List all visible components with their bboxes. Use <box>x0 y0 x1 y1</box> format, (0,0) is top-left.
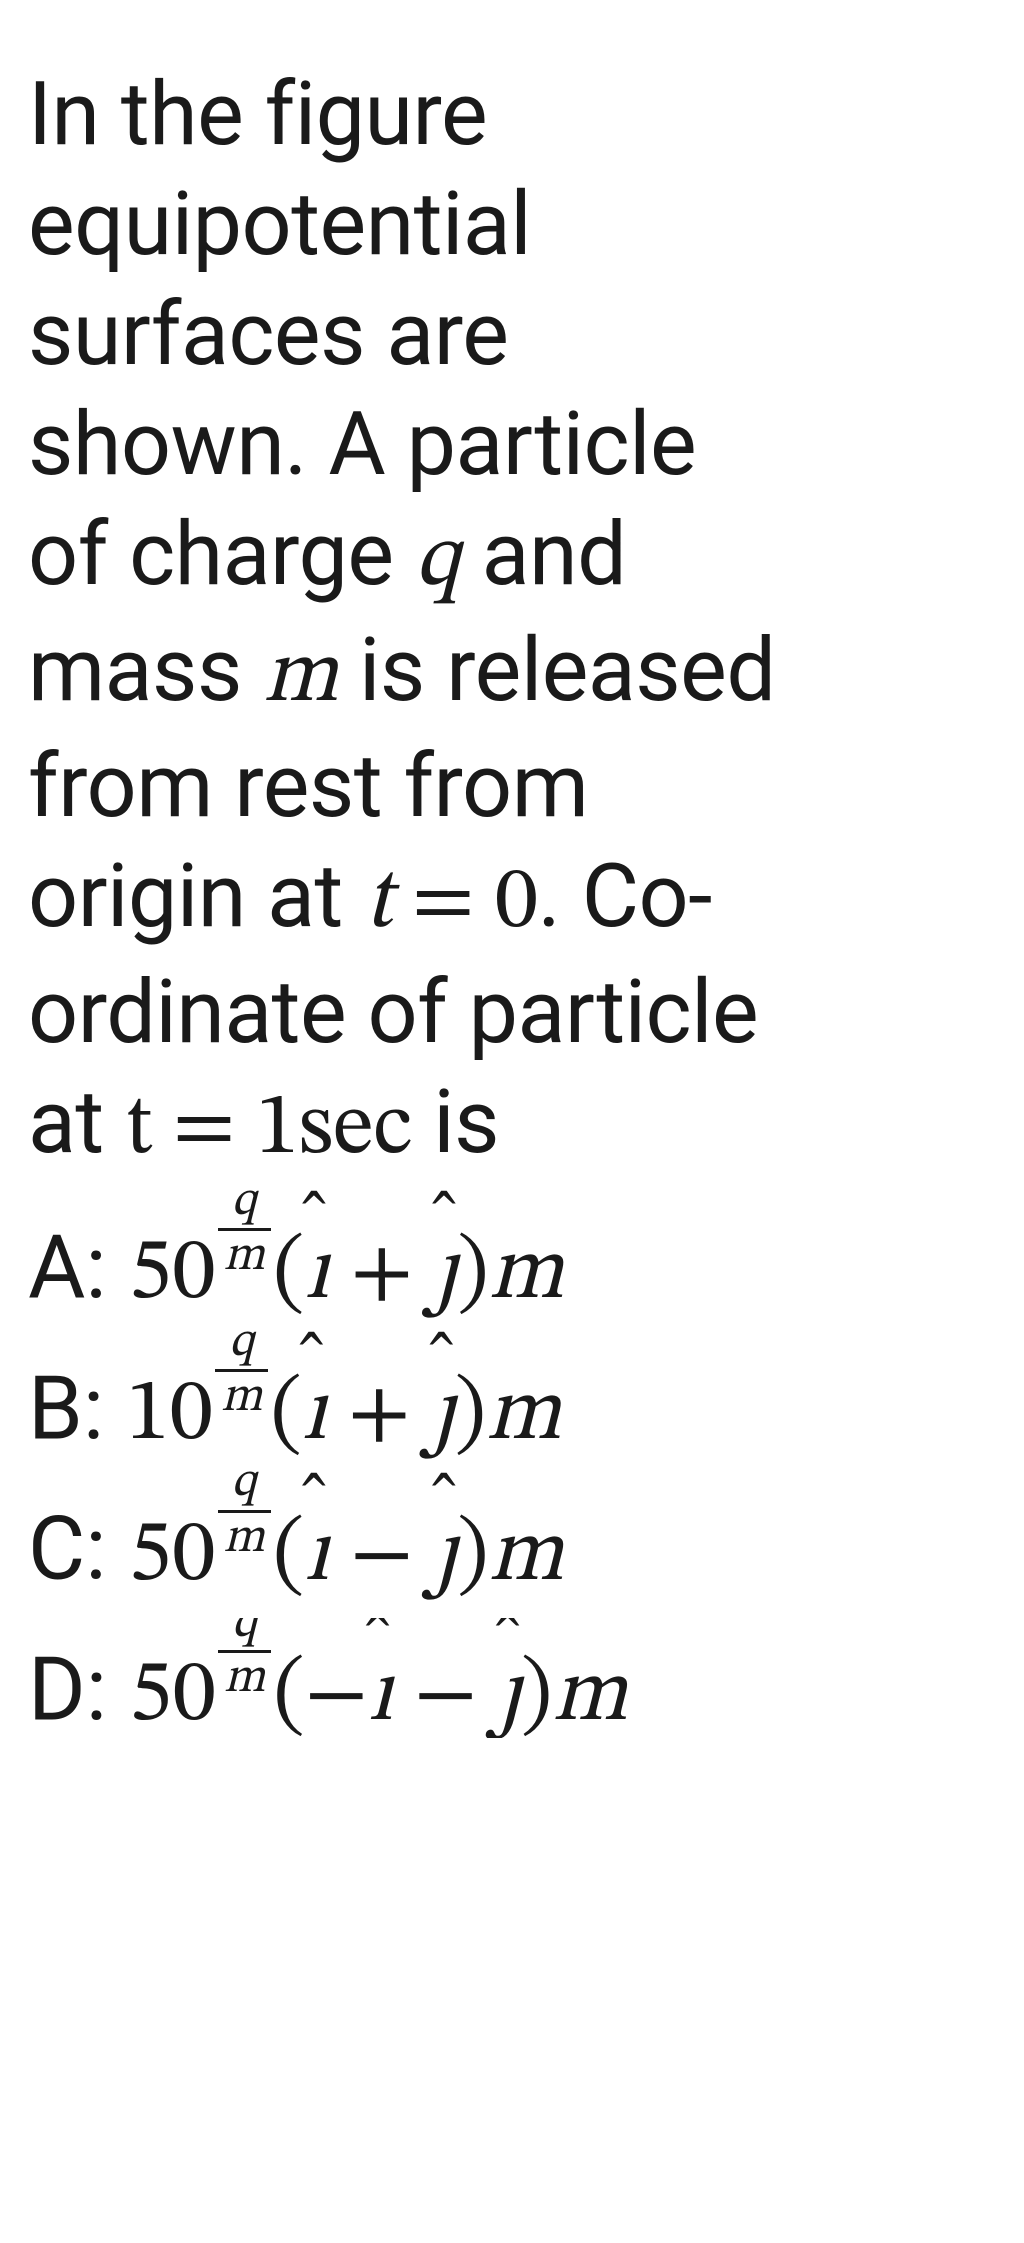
q-line3: surfaces are <box>28 283 508 386</box>
coefficient: 50 <box>128 1512 215 1600</box>
operator: + <box>329 1230 434 1318</box>
fraction-numerator: q <box>218 1178 271 1231</box>
fraction-denominator: m <box>215 1372 268 1422</box>
t1-rhs: 1 <box>255 1085 298 1173</box>
q-line4: shown. A particle <box>28 393 696 496</box>
fraction-q-over-m: qm <box>218 1618 271 1704</box>
t1-lhs: t <box>125 1085 152 1173</box>
option-label: B: <box>28 1357 104 1460</box>
q-line5-post: and <box>460 503 626 606</box>
operator: + <box>327 1371 432 1459</box>
option-label: C: <box>28 1498 107 1601</box>
neg-sign: − <box>305 1652 368 1738</box>
option-c: C: 50qm(ı − ȷ)m <box>28 1477 996 1618</box>
charge-symbol: q <box>415 517 460 605</box>
q-line1: In the figure <box>28 63 487 166</box>
question-text: In the figure equipotential surfaces are… <box>28 60 996 1184</box>
rparen: ) <box>455 1371 486 1459</box>
option-label: D: <box>28 1638 107 1738</box>
coefficient: 10 <box>126 1371 213 1459</box>
q-line7: from rest from <box>28 735 588 838</box>
q-line6-post: is released <box>338 619 776 722</box>
q-line9: ordinate of particle <box>28 961 758 1064</box>
fraction-q-over-m: qm <box>218 1459 271 1563</box>
q-line2: equipotential <box>28 173 531 276</box>
operator: − <box>329 1512 434 1600</box>
eq2: = <box>152 1085 255 1173</box>
unit-m: m <box>489 1230 564 1318</box>
fraction-denominator: m <box>218 1231 271 1281</box>
fraction-numerator: q <box>218 1459 271 1512</box>
option-expression: 10qm(ı + ȷ)m <box>126 1371 561 1459</box>
option-a: A: 50qm(ı + ȷ)m <box>28 1196 996 1337</box>
sec-unit: sec <box>299 1085 412 1173</box>
unit-m: m <box>552 1652 627 1738</box>
rparen: ) <box>521 1652 552 1738</box>
option-label: A: <box>28 1216 107 1319</box>
fraction-denominator: m <box>218 1513 271 1563</box>
q-line5-pre: of charge <box>28 503 415 606</box>
i-hat: ı <box>368 1635 393 1738</box>
eq1: = <box>391 859 494 947</box>
q-line8-post: . Co- <box>538 845 712 948</box>
q-line10-post: is <box>412 1071 499 1174</box>
fraction-q-over-m: qm <box>215 1319 268 1423</box>
unit-m: m <box>486 1371 561 1459</box>
q-line10-pre: at <box>28 1071 125 1174</box>
mass-symbol: m <box>263 633 337 721</box>
option-expression: 50qm(−ı − ȷ)m <box>129 1652 628 1738</box>
fraction-numerator: q <box>215 1319 268 1372</box>
coefficient: 50 <box>129 1652 216 1738</box>
i-hat: ı <box>304 1495 329 1618</box>
rparen: ) <box>457 1512 488 1600</box>
fraction-denominator: m <box>218 1653 271 1703</box>
t0-lhs: t <box>364 859 391 947</box>
q-line8-pre: origin at <box>28 845 364 948</box>
option-d: D: 50qm(−ı − ȷ)m <box>28 1618 996 1738</box>
option-expression: 50qm(ı − ȷ)m <box>128 1512 563 1600</box>
j-hat: ȷ <box>498 1635 521 1738</box>
t0-rhs: 0 <box>495 859 538 947</box>
option-b: B: 10qm(ı + ȷ)m <box>28 1337 996 1478</box>
option-expression: 50qm(ı + ȷ)m <box>129 1230 564 1318</box>
fraction-q-over-m: qm <box>218 1178 271 1282</box>
fraction-numerator: q <box>218 1618 271 1653</box>
lparen: ( <box>273 1652 304 1738</box>
j-hat: ȷ <box>434 1495 457 1618</box>
coefficient: 50 <box>129 1230 216 1318</box>
q-line6-pre: mass <box>28 619 263 722</box>
rparen: ) <box>457 1230 488 1318</box>
unit-m: m <box>489 1512 564 1600</box>
operator: − <box>393 1652 498 1738</box>
options-list: A: 50qm(ı + ȷ)m B: 10qm(ı + ȷ)m C: 50qm(… <box>28 1196 996 1738</box>
